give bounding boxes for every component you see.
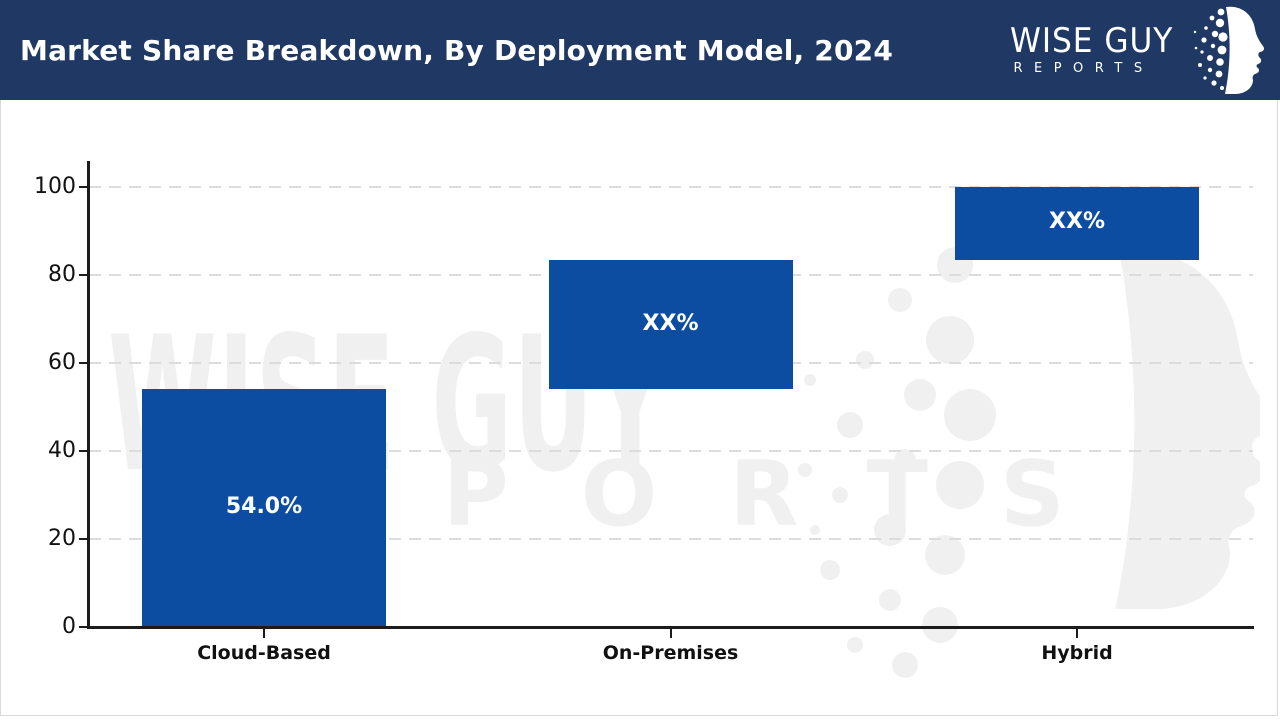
- gridline-y20: [89, 538, 1253, 540]
- frame-border-left: [0, 100, 1, 716]
- bar-value-label: XX%: [642, 310, 699, 336]
- x-axis-tick: [669, 629, 672, 638]
- bar-cloud-based: [142, 389, 386, 627]
- chart-area: WISE GUY REPORTS 0 20 40 60 80 100 54.0% Cloud-…: [0, 100, 1280, 720]
- y-axis-tick: [79, 626, 88, 628]
- x-tick-label: Cloud-Based: [197, 642, 331, 664]
- bar-value-label: XX%: [1049, 209, 1105, 235]
- bar-value-label: 54.0%: [225, 494, 303, 520]
- x-tick-label: On-Premises: [602, 642, 739, 664]
- bar-on-premises: [548, 259, 793, 390]
- y-axis-tick: [79, 274, 88, 276]
- y-axis-tick: [79, 450, 88, 452]
- y-tick-label: 80: [48, 262, 76, 287]
- logo-subtitle: REPORTS: [1013, 61, 1154, 76]
- watermark-face-icon: [798, 247, 1260, 678]
- y-tick-label: 20: [48, 526, 76, 551]
- gridline-y100: [89, 186, 1253, 188]
- frame-border-bottom: [0, 715, 1278, 716]
- y-tick-label: 60: [48, 350, 76, 375]
- frame-border-right: [1277, 100, 1278, 716]
- logo-text: WISE GUY REPORTS: [1010, 24, 1188, 76]
- plot-region: 0 20 40 60 80 100 54.0% Cloud-Based XX% On-Premis…: [0, 100, 1280, 720]
- logo-wordmark: WISE GUY: [1010, 21, 1174, 61]
- logo-face-icon: [1193, 6, 1264, 95]
- y-tick-label: 40: [48, 438, 76, 463]
- y-axis-tick: [79, 362, 88, 364]
- gridline-y40: [89, 450, 1253, 452]
- x-axis-tick: [263, 629, 265, 638]
- y-axis-line: [87, 161, 90, 629]
- bar-hybrid: [955, 187, 1199, 260]
- y-axis-tick: [79, 538, 88, 540]
- x-tick-label: Hybrid: [1041, 642, 1113, 664]
- wise-guy-reports-logo: WISE GUY REPORTS: [1010, 0, 1280, 100]
- header-bar: Market Share Breakdown, By Deployment Mo…: [0, 0, 1280, 100]
- chart-title: Market Share Breakdown, By Deployment Mo…: [20, 33, 894, 67]
- y-tick-label: 100: [34, 174, 76, 199]
- y-tick-label: 0: [62, 614, 76, 639]
- y-axis-tick: [79, 186, 88, 188]
- x-axis-tick: [1076, 629, 1078, 638]
- x-axis-line: [87, 626, 1254, 629]
